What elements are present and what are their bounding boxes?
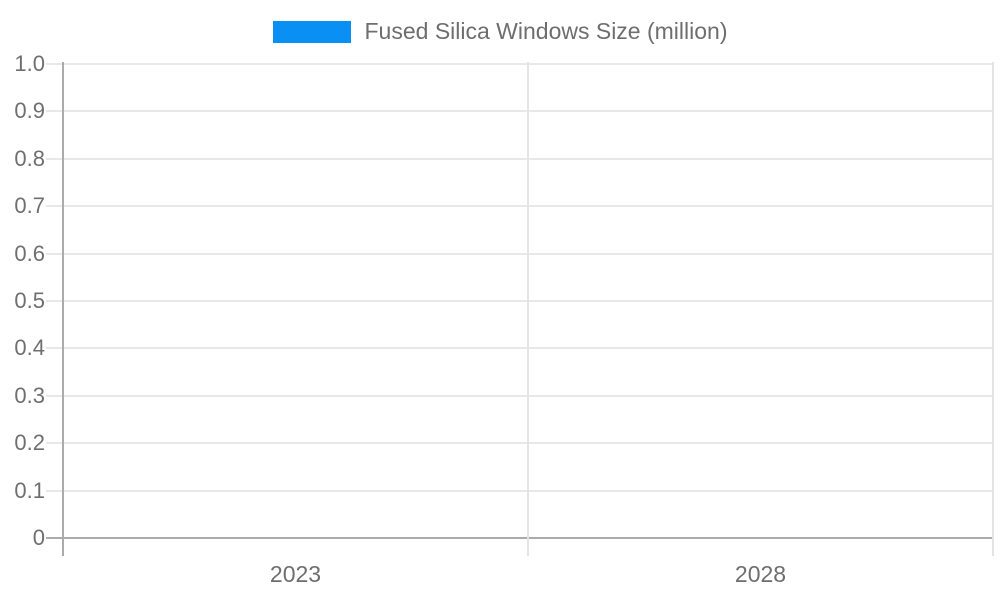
y-gridline: [46, 394, 993, 397]
y-gridline: [46, 300, 993, 302]
legend-swatch-icon: [272, 20, 351, 43]
y-gridline: [46, 442, 993, 445]
y-tick-label: 0.1: [14, 477, 45, 503]
y-gridline: [46, 347, 993, 350]
y-gridline: [46, 489, 993, 492]
y-tick-label: 0.2: [14, 430, 45, 456]
x-axis-baseline: [46, 537, 993, 539]
legend-label: Fused Silica Windows Size (million): [364, 18, 728, 44]
y-tick-label: 0: [32, 525, 45, 550]
x-gridline: [992, 62, 994, 556]
y-tick-label: 0.4: [14, 335, 45, 361]
y-gridline: [46, 110, 993, 113]
y-tick-label: 0.7: [14, 193, 45, 219]
y-gridline: [46, 252, 993, 255]
y-tick-label: 0.3: [14, 382, 45, 408]
y-tick-label: 0.9: [14, 98, 45, 124]
y-gridline: [46, 63, 993, 65]
y-tick-label: 1.0: [14, 51, 45, 76]
chart-legend[interactable]: Fused Silica Windows Size (million): [0, 18, 1000, 45]
x-tick-label: 2028: [734, 561, 787, 587]
y-tick-label: 0.8: [14, 145, 45, 171]
y-axis-line: [62, 62, 64, 556]
y-tick-label: 0.6: [14, 240, 45, 266]
y-tick-label: 0.5: [14, 288, 45, 313]
x-tick-label: 2023: [269, 561, 322, 587]
y-gridline: [46, 157, 993, 160]
y-gridline: [46, 205, 993, 208]
x-gridline: [527, 62, 529, 556]
